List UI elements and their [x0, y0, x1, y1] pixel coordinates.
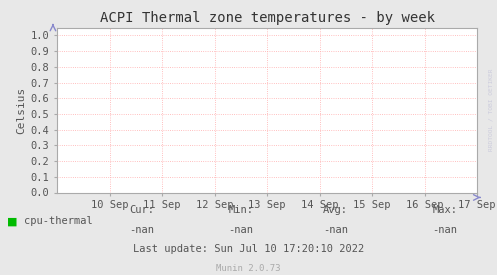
Text: -nan: -nan	[129, 225, 154, 235]
Text: Munin 2.0.73: Munin 2.0.73	[216, 264, 281, 273]
Text: cpu-thermal: cpu-thermal	[24, 216, 92, 226]
Text: Cur:: Cur:	[129, 205, 154, 215]
Text: -nan: -nan	[323, 225, 348, 235]
Text: Last update: Sun Jul 10 17:20:10 2022: Last update: Sun Jul 10 17:20:10 2022	[133, 244, 364, 254]
Text: ■: ■	[7, 216, 18, 226]
Y-axis label: Celsius: Celsius	[16, 86, 27, 134]
Text: Min:: Min:	[229, 205, 253, 215]
Text: RRDTOOL / TOBI OETIKER: RRDTOOL / TOBI OETIKER	[488, 69, 493, 151]
Text: Avg:: Avg:	[323, 205, 348, 215]
Text: -nan: -nan	[432, 225, 457, 235]
Title: ACPI Thermal zone temperatures - by week: ACPI Thermal zone temperatures - by week	[99, 11, 435, 25]
Text: -nan: -nan	[229, 225, 253, 235]
Text: Max:: Max:	[432, 205, 457, 215]
